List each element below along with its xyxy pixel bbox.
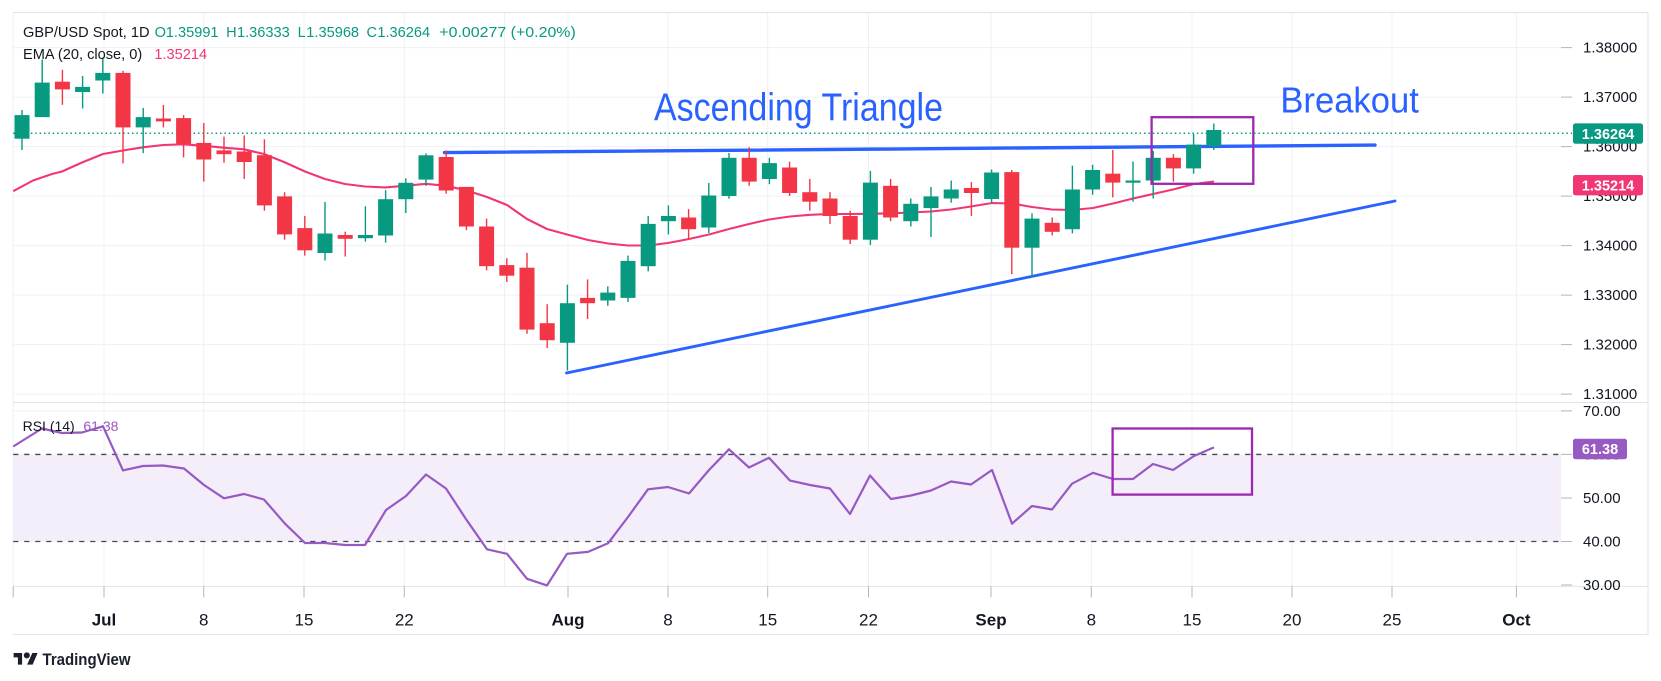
svg-text:L: L [298,25,306,41]
svg-text:8: 8 [1087,610,1096,629]
svg-text:8: 8 [199,610,208,629]
svg-text:RSI (14): RSI (14) [23,418,75,434]
svg-text:1.37000: 1.37000 [1583,89,1637,106]
svg-text:1.35968: 1.35968 [306,25,359,41]
svg-text:1.36264: 1.36264 [377,25,430,41]
svg-text:30.00: 30.00 [1583,577,1621,594]
svg-text:1.36333: 1.36333 [237,25,290,41]
svg-text:1.33000: 1.33000 [1583,287,1637,304]
svg-text:15: 15 [758,610,777,629]
svg-text:Sep: Sep [975,610,1006,629]
svg-text:15: 15 [295,610,314,629]
svg-text:O: O [155,25,166,41]
svg-text:40.00: 40.00 [1583,534,1621,551]
svg-text:1.34000: 1.34000 [1583,238,1637,255]
svg-text:1.36264: 1.36264 [1582,127,1634,143]
svg-text:22: 22 [859,610,878,629]
svg-text:EMA (20, close, 0): EMA (20, close, 0) [23,47,142,63]
svg-text:Ascending Triangle: Ascending Triangle [654,87,943,130]
svg-text:61.38: 61.38 [83,418,118,434]
svg-text:8: 8 [663,610,672,629]
svg-text:70.00: 70.00 [1583,403,1621,420]
svg-text:GBP/USD Spot, 1D: GBP/USD Spot, 1D [23,25,150,41]
svg-text:22: 22 [395,610,414,629]
svg-text:50.00: 50.00 [1583,490,1621,507]
svg-text:1.32000: 1.32000 [1583,337,1637,354]
svg-text:Breakout: Breakout [1280,80,1419,121]
svg-text:61.38: 61.38 [1582,442,1618,458]
svg-text:20: 20 [1283,610,1302,629]
svg-text:1.35214: 1.35214 [1582,178,1634,194]
svg-text:+0.00277 (+0.20%): +0.00277 (+0.20%) [439,25,576,41]
svg-text:1.35214: 1.35214 [154,47,207,63]
svg-text:C: C [367,25,378,41]
svg-text:Aug: Aug [551,610,584,629]
svg-text:1.31000: 1.31000 [1583,386,1637,403]
svg-text:Oct: Oct [1502,610,1531,629]
svg-text:1.35991: 1.35991 [166,25,219,41]
svg-text:Jul: Jul [92,610,117,629]
svg-text:H: H [226,25,237,41]
svg-text:15: 15 [1183,610,1202,629]
svg-text:1.38000: 1.38000 [1583,40,1637,57]
svg-text:25: 25 [1383,610,1402,629]
svg-text:TradingView: TradingView [43,651,131,669]
